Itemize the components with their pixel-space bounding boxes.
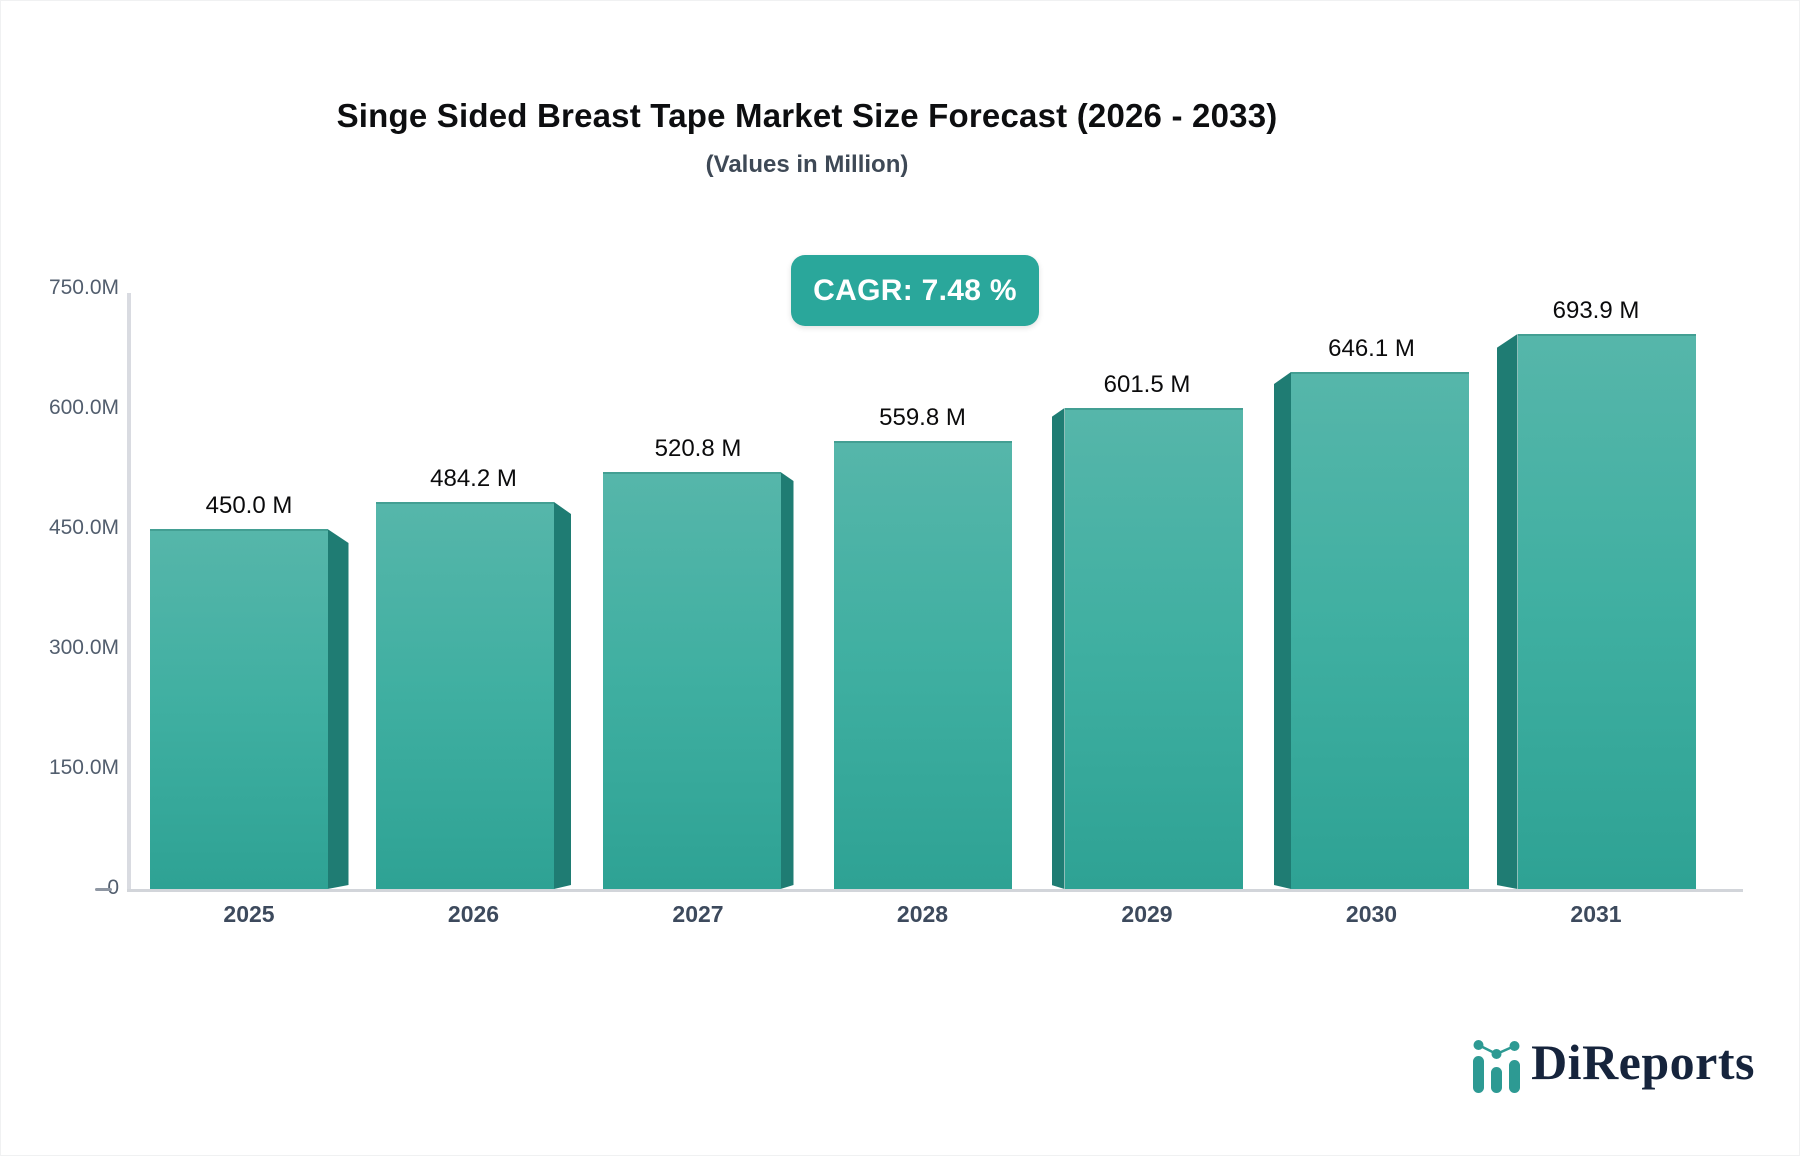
y-axis-line [127,293,131,889]
bar-value-label: 520.8 M [654,435,742,462]
bar-front-face [602,472,781,889]
chart-header: Singe Sided Breast Tape Market Size Fore… [1,97,1613,179]
x-tick-label: 2027 [672,901,724,927]
y-tick-label: 750.0M [48,276,119,299]
y-tick-label: 450.0M [48,516,119,539]
bar-2030[interactable]: 646.1 M [1274,335,1469,889]
zero-tick-mark [95,888,112,891]
bar-side-face [781,472,794,889]
bar-slot-2029: 601.5 M [1047,371,1247,889]
cagr-badge: CAGR: 7.48 % [791,255,1039,326]
bar-side-face [1497,334,1518,889]
bar-side-face [328,529,349,889]
y-tick-label: 150.0M [48,756,119,779]
bar-value-label: 450.0 M [205,492,293,519]
bar-line-chart-icon [1473,1040,1521,1093]
x-tick-label: 2026 [447,901,500,927]
bar-2025[interactable]: 450.0 M [149,492,349,889]
bar-value-label: 693.9 M [1552,297,1640,324]
bar-slot-2028: 559.8 M [823,404,1023,889]
bar-side-face [1052,408,1065,889]
bar-2029[interactable]: 601.5 M [1052,371,1243,889]
chart-title: Singe Sided Breast Tape Market Size Fore… [336,97,1278,134]
bar-2026[interactable]: 484.2 M [376,465,571,889]
y-tick-label: 0 [107,876,119,899]
bar-front-face [1517,334,1696,889]
x-tick-label: 2028 [896,901,949,927]
bar-slot-2030: 646.1 M [1272,335,1472,889]
bar-side-face [1274,372,1291,889]
bar-front-face [1064,408,1243,889]
x-tick-label: 2030 [1345,901,1398,927]
x-tick-label: 2025 [223,901,275,927]
logo-text: DiReports [1531,1034,1755,1090]
x-tick-label: 2029 [1121,901,1173,927]
direports-logo: DiReports [1471,1029,1755,1095]
bar-value-label: 601.5 M [1103,371,1191,398]
chart-subtitle: (Values in Million) [705,151,909,178]
y-tick-label: 600.0M [48,396,119,419]
x-axis-labels: 2025 2026 2027 2028 2029 2030 2031 [149,901,1696,928]
bar-slot-2026: 484.2 M [374,465,574,889]
bar-value-label: 559.8 M [879,404,966,431]
bar-front-face [149,529,328,889]
x-axis-baseline [127,889,1743,892]
bars-row: 450.0 M 484.2 M 520.8 M 559.8 M 601.5 M 646.1… [149,297,1696,889]
bar-front-face [1291,372,1469,889]
bar-value-label: 646.1 M [1328,335,1415,362]
x-tick-label: 2031 [1570,901,1622,927]
bar-slot-2025: 450.0 M [149,492,349,889]
bar-front-face [833,441,1012,889]
bar-value-label: 484.2 M [430,465,517,492]
bar-slot-2027: 520.8 M [598,435,798,889]
bar-slot-2031: 693.9 M [1496,297,1696,889]
y-tick-label: 300.0M [48,636,119,659]
bar-2027[interactable]: 520.8 M [602,435,794,889]
bar-2028[interactable]: 559.8 M [833,404,1012,889]
bar-side-face [554,502,571,889]
cagr-badge-label: CAGR: 7.48 % [813,273,1017,307]
bar-front-face [376,502,554,889]
bar-2031[interactable]: 693.9 M [1497,297,1696,889]
